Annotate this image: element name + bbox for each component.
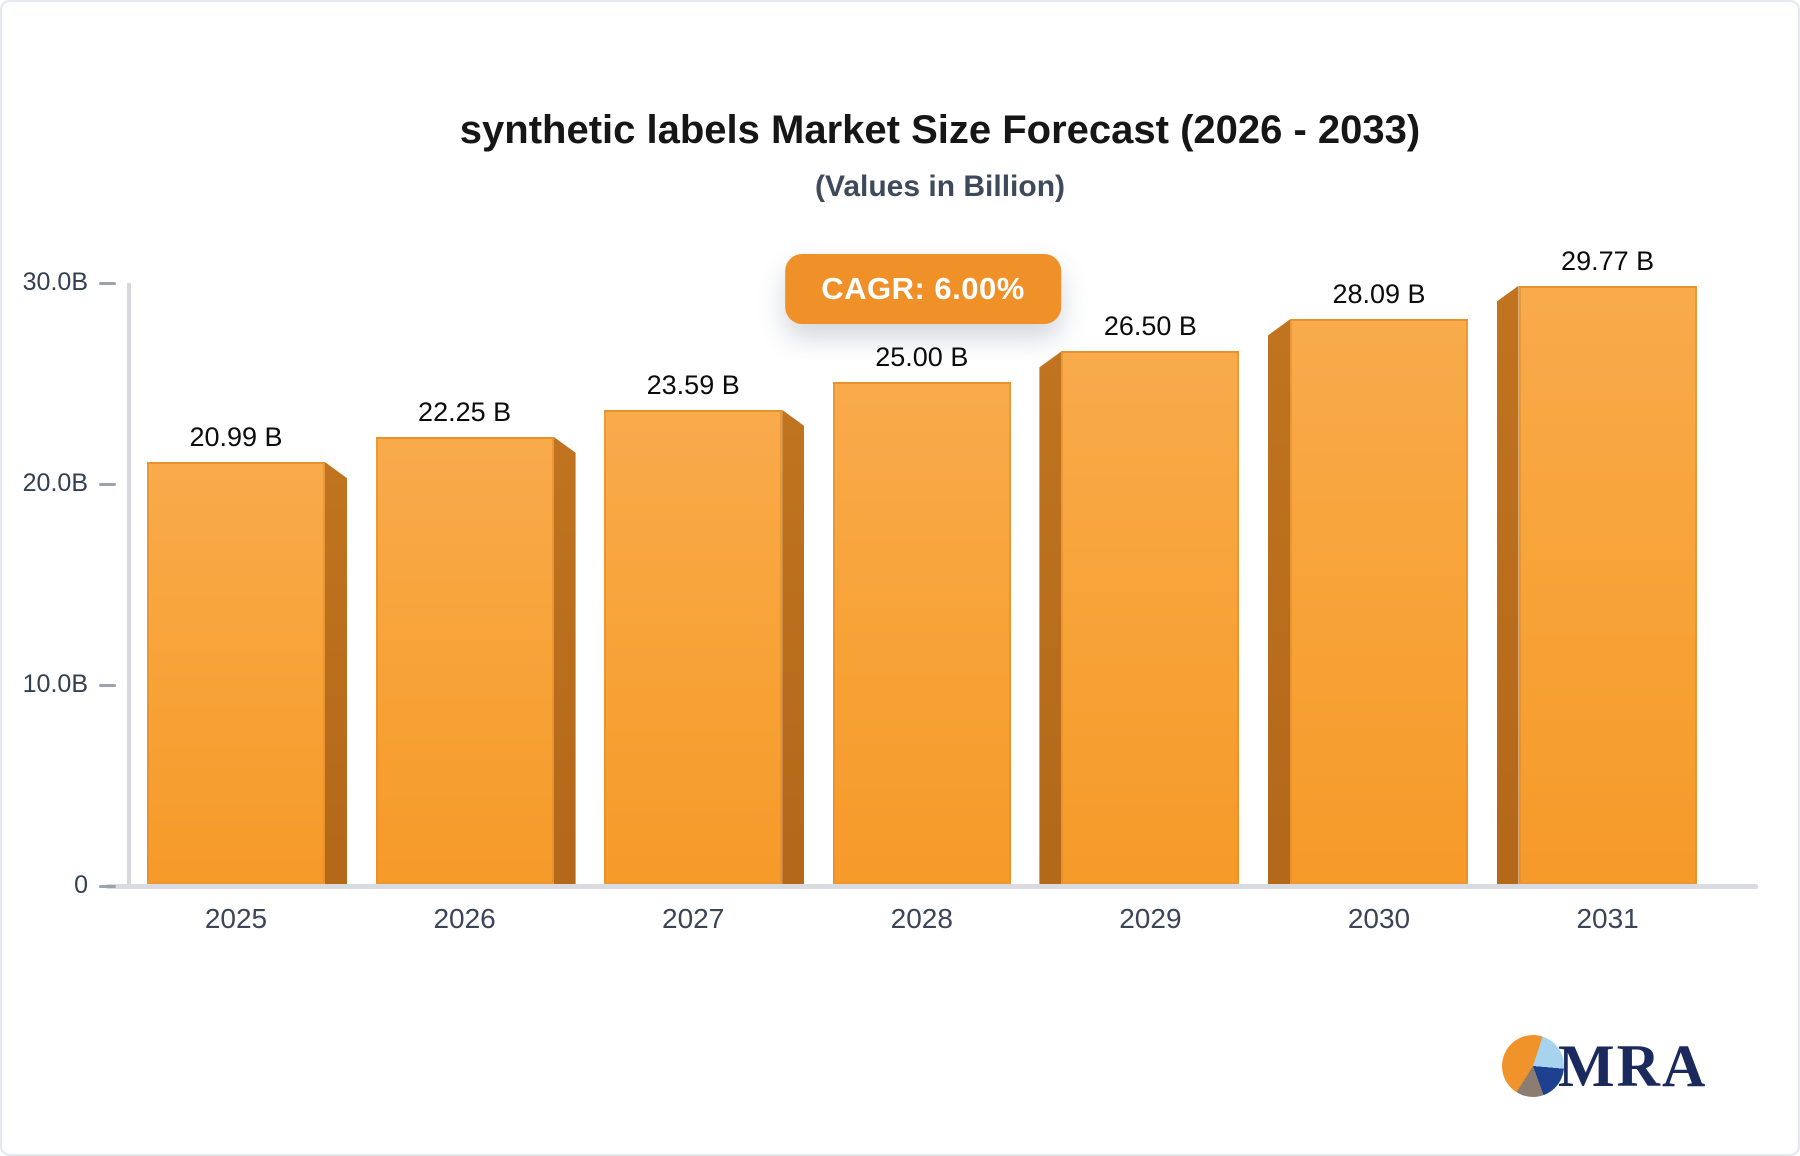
bar-value-label: 25.00 B <box>875 341 969 372</box>
bar <box>147 462 325 884</box>
x-axis-label: 2026 <box>433 903 496 934</box>
x-axis-baseline <box>106 884 1758 889</box>
x-axis-label: 2025 <box>204 903 268 934</box>
bar-3d-side <box>782 409 805 884</box>
x-axis-label: 2031 <box>1576 903 1639 934</box>
pie-chart-logo-icon <box>1502 1035 1564 1097</box>
x-axis-label: 2028 <box>890 903 953 934</box>
bar <box>1061 351 1240 884</box>
x-axis-label: 2027 <box>662 903 725 934</box>
bar-3d-side <box>1496 285 1519 884</box>
brand-logo-text: MRA <box>1558 1033 1708 1099</box>
bar-value-label: 29.77 B <box>1561 245 1655 276</box>
chart-subtitle: (Values in Billion) <box>814 170 1066 203</box>
bar-value-label: 26.50 B <box>1103 311 1197 342</box>
y-axis-label: 10.0B <box>22 670 88 698</box>
y-axis-tick <box>99 683 116 687</box>
y-axis-tick <box>99 482 116 486</box>
cagr-badge: CAGR: 6.00% <box>785 254 1061 324</box>
bar-3d-side <box>553 436 576 884</box>
cagr-badge-label: CAGR: 6.00% <box>821 271 1025 306</box>
bar <box>375 436 554 884</box>
bar-3d-side <box>325 462 347 884</box>
chart-title: synthetic labels Market Size Forecast (2… <box>459 108 1421 152</box>
y-axis-tick <box>99 884 116 888</box>
y-axis-line <box>127 283 131 886</box>
bar <box>1290 319 1468 884</box>
bar-value-label: 28.09 B <box>1332 279 1426 310</box>
bar-value-label: 20.99 B <box>189 422 283 453</box>
bar-3d-side <box>1039 351 1062 884</box>
x-axis-label: 2029 <box>1119 903 1182 934</box>
bar <box>1518 285 1697 884</box>
y-axis-label: 0 <box>74 871 88 899</box>
bar-value-label: 23.59 B <box>646 369 740 400</box>
bar-3d-side <box>1268 319 1290 884</box>
y-axis-label: 20.0B <box>22 469 88 497</box>
y-axis-tick <box>99 281 116 285</box>
bar <box>604 409 783 884</box>
bar <box>832 381 1011 884</box>
x-axis-label: 2030 <box>1347 903 1411 934</box>
y-axis-label: 30.0B <box>22 268 88 296</box>
brand-logo: MRA <box>1502 1035 1707 1097</box>
bar-value-label: 22.25 B <box>418 396 512 427</box>
